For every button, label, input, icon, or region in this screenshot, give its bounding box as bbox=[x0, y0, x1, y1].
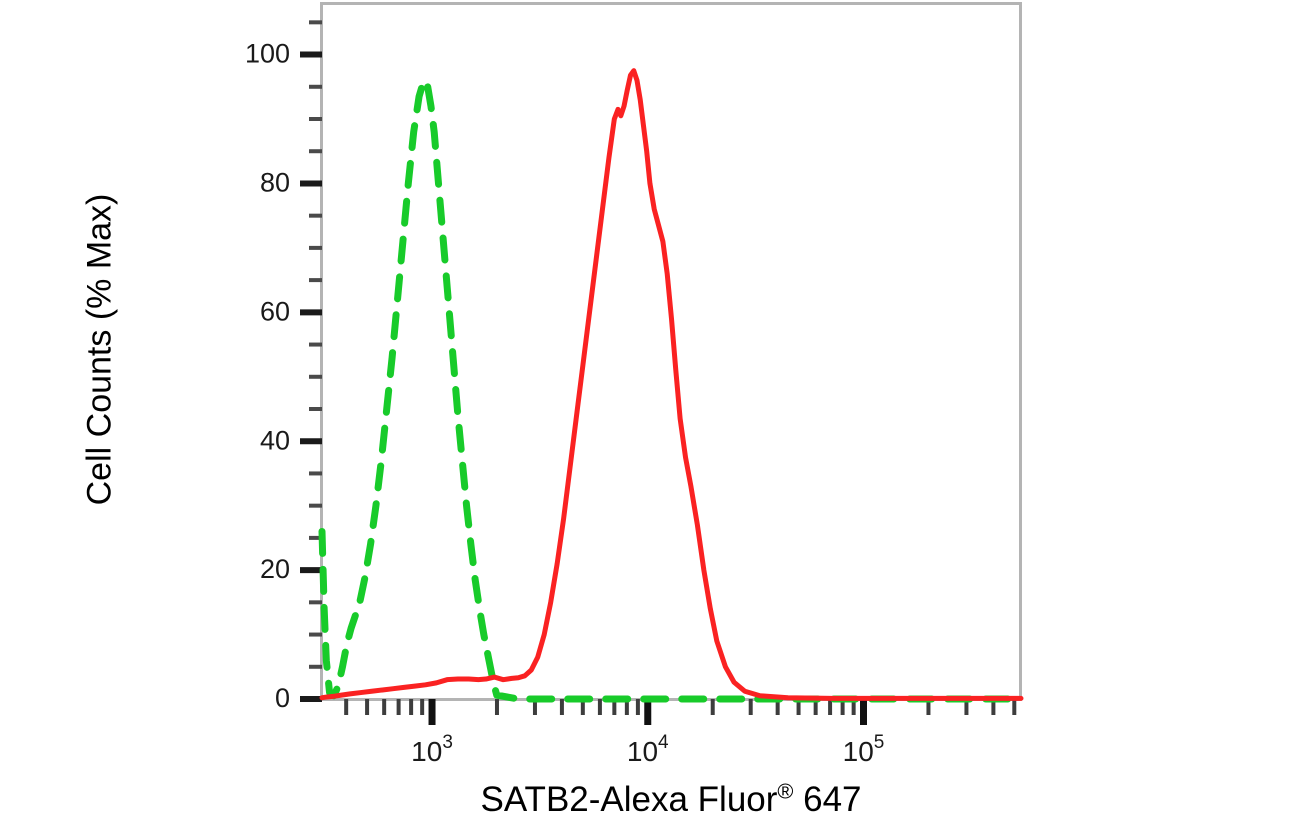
y-tick-label: 0 bbox=[275, 683, 290, 713]
data-curves bbox=[318, 68, 1025, 703]
y-axis-tick-labels: 0 20 40 60 80 100 bbox=[245, 39, 290, 713]
histogram-curve bbox=[318, 76, 1025, 703]
plot-frame bbox=[320, 2, 1022, 701]
x-axis-tick-labels: 103 104 105 bbox=[411, 732, 884, 767]
x-axis-major-ticks bbox=[428, 699, 868, 725]
y-tick-label: 100 bbox=[245, 39, 290, 69]
y-tick-label: 20 bbox=[260, 554, 290, 584]
x-tick-label: 105 bbox=[843, 732, 885, 767]
x-tick-label: 103 bbox=[411, 732, 453, 767]
y-tick-label: 40 bbox=[260, 425, 290, 455]
y-tick-label: 80 bbox=[260, 168, 290, 198]
histogram-curve bbox=[319, 68, 1024, 701]
y-axis-ticks bbox=[300, 20, 322, 702]
x-axis-minor-ticks bbox=[344, 699, 1017, 715]
x-tick-label: 104 bbox=[627, 732, 669, 767]
y-tick-label: 60 bbox=[260, 296, 290, 326]
